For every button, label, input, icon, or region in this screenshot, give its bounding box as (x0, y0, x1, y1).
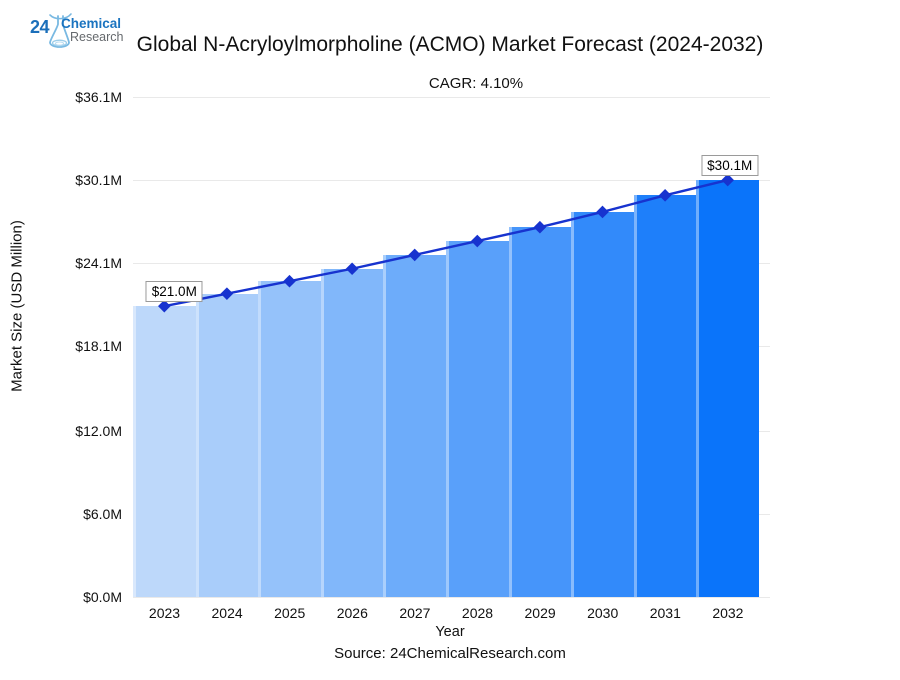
y-tick-label: $36.1M (75, 89, 122, 105)
x-tick-label: 2030 (587, 605, 619, 621)
bar-2032 (696, 180, 759, 597)
plot-area: $21.0M $30.1M (133, 97, 770, 598)
source-text: Source: 24ChemicalResearch.com (334, 645, 566, 662)
y-tick-label: $6.0M (83, 505, 122, 522)
y-axis-title: Market Size (USD Million) (8, 220, 26, 392)
logo: 24 Chemical Research (30, 13, 140, 49)
bar-2026 (320, 268, 384, 597)
bar-2025 (258, 281, 321, 597)
x-tick-label: 2023 (148, 605, 181, 621)
logo-line1: Chemical (61, 16, 122, 31)
grid-line (133, 597, 770, 598)
bar-2023 (133, 306, 196, 597)
logo-line2: Research (70, 30, 124, 44)
y-tick-label: $12.0M (75, 422, 122, 439)
x-tick-label: 2029 (524, 605, 556, 621)
chart-subtitle: CAGR: 4.10% (428, 75, 524, 92)
x-axis-title: Year (435, 624, 465, 640)
y-tick-label: $24.1M (75, 255, 122, 272)
bar-2030 (571, 211, 634, 597)
grid-line (133, 97, 770, 98)
data-point-marker-2023 (158, 299, 171, 313)
bar-2031 (633, 195, 697, 597)
data-label-2032: $30.1M (701, 155, 759, 177)
data-point-marker-2026 (345, 262, 359, 276)
data-point-marker-2027 (408, 248, 421, 262)
x-tick-label: 2028 (461, 605, 494, 621)
data-point-marker-2025 (283, 274, 296, 288)
chart-title: Global N-Acryloylmorpholine (ACMO) Marke… (136, 33, 764, 56)
x-tick-label: 2032 (712, 605, 744, 621)
trend-layer (158, 173, 734, 313)
trend-line (164, 178, 728, 308)
y-tick-label: $18.1M (75, 338, 122, 355)
x-tick-label: 2024 (211, 605, 243, 621)
data-point-marker-2024 (220, 287, 234, 300)
x-tick-label: 2025 (274, 605, 306, 621)
x-tick-label: 2026 (336, 605, 368, 621)
flask-icon (46, 11, 80, 56)
grid-line (133, 180, 770, 182)
bar-2028 (446, 241, 509, 597)
x-tick-label: 2027 (399, 605, 431, 621)
y-tick-label: $30.1M (75, 172, 122, 189)
data-point-marker-2032 (721, 173, 734, 187)
bar-2024 (195, 293, 259, 597)
data-point-marker-2029 (533, 220, 547, 234)
data-point-marker-2030 (596, 205, 609, 219)
x-tick-label: 2031 (649, 605, 681, 621)
bar-2027 (383, 254, 446, 597)
logo-number: 24 (30, 17, 50, 37)
data-point-marker-2028 (471, 234, 484, 248)
data-point-marker-2031 (658, 189, 672, 202)
bar-2029 (508, 227, 572, 597)
data-label-2023: $21.0M (145, 281, 203, 303)
y-tick-label: $0.0M (83, 589, 122, 605)
